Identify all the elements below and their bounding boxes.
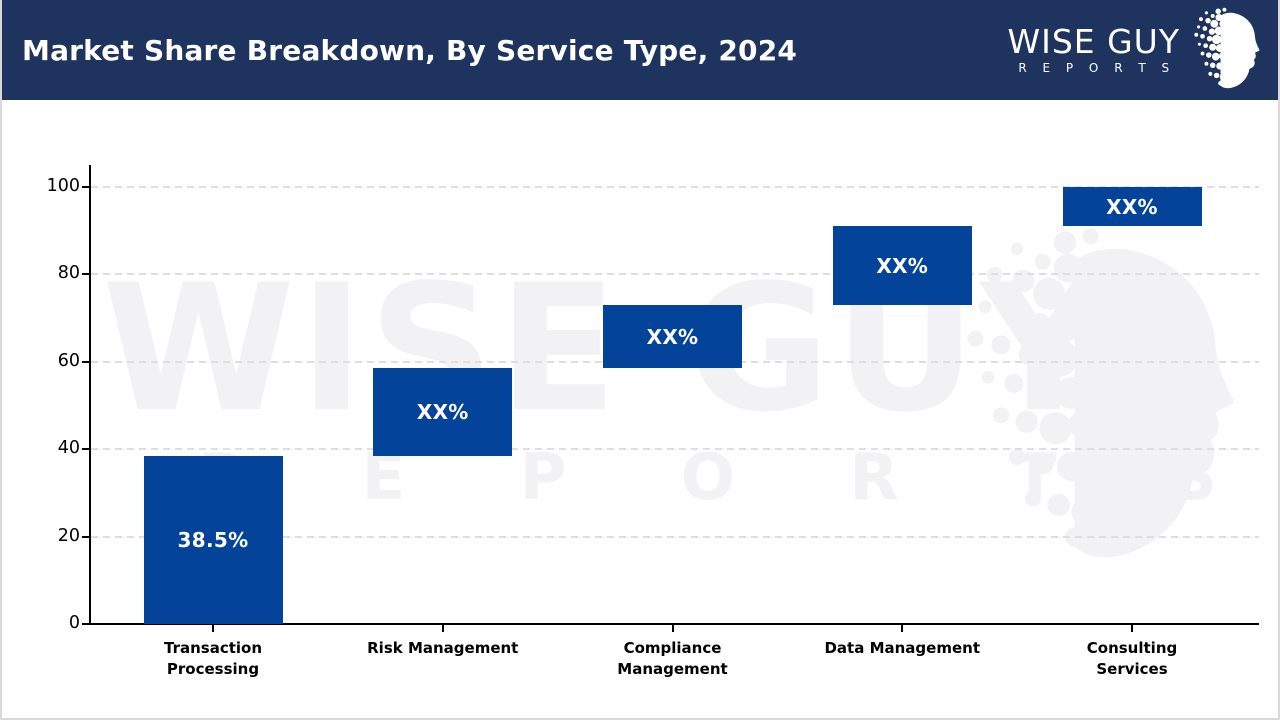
- header-bar: Market Share Breakdown, By Service Type,…: [2, 0, 1278, 100]
- y-tick-label-60: 60: [57, 350, 80, 371]
- x-tick-consulting-services: [1131, 625, 1133, 632]
- bar-value-label-data-management: XX%: [876, 253, 929, 278]
- y-tick-20: [82, 535, 89, 538]
- page-title: Market Share Breakdown, By Service Type,…: [22, 33, 798, 67]
- bar-consulting-services: XX%: [1062, 187, 1202, 227]
- bar-value-label-compliance-management: XX%: [646, 324, 699, 349]
- y-tick-label-0: 0: [68, 613, 80, 633]
- bar-risk-management: XX%: [373, 368, 513, 456]
- y-tick-label-40: 40: [57, 438, 80, 459]
- y-tick-label-20: 20: [57, 525, 80, 546]
- x-tick-risk-management: [441, 625, 444, 632]
- x-tick-label-consulting-services: Consulting Services: [1086, 639, 1178, 678]
- logo-text: WISE GUY R E P O R T S: [1007, 25, 1180, 75]
- gridline-80: [91, 273, 1259, 276]
- y-tick-80: [82, 273, 89, 276]
- x-tick-compliance-management: [671, 625, 674, 632]
- logo-name: WISE GUY: [1007, 22, 1180, 61]
- bar-data-management: XX%: [832, 226, 972, 305]
- y-tick-0: [82, 623, 89, 625]
- wiseguy-logo: WISE GUY R E P O R T S: [1007, 5, 1268, 95]
- x-tick-transaction-processing: [212, 625, 214, 632]
- x-tick-label-transaction-processing: Transaction Processing: [163, 639, 263, 678]
- bar-transaction-processing: 38.5%: [143, 455, 283, 624]
- x-tick-label-compliance-management: Compliance Management: [617, 639, 728, 678]
- gridline-20: [91, 535, 1259, 538]
- x-tick-label-risk-management: Risk Management: [367, 639, 519, 657]
- gridline-40: [91, 448, 1259, 451]
- bar-value-label-consulting-services: XX%: [1106, 194, 1158, 219]
- bar-value-label-transaction-processing: 38.5%: [177, 527, 249, 552]
- y-tick-40: [82, 448, 89, 451]
- bar-value-label-risk-management: XX%: [416, 400, 469, 425]
- x-axis-spine: [89, 623, 1259, 625]
- y-tick-60: [82, 360, 89, 363]
- bar-compliance-management: XX%: [603, 304, 742, 369]
- logo-subtitle: R E P O R T S: [1018, 61, 1176, 75]
- y-tick-label-100: 100: [46, 176, 80, 196]
- y-axis-spine: [89, 165, 91, 625]
- x-tick-label-data-management: Data Management: [824, 639, 980, 657]
- y-tick-100: [82, 186, 89, 188]
- x-tick-data-management: [901, 625, 904, 632]
- gridline-100: [91, 186, 1259, 188]
- y-tick-label-80: 80: [57, 263, 80, 284]
